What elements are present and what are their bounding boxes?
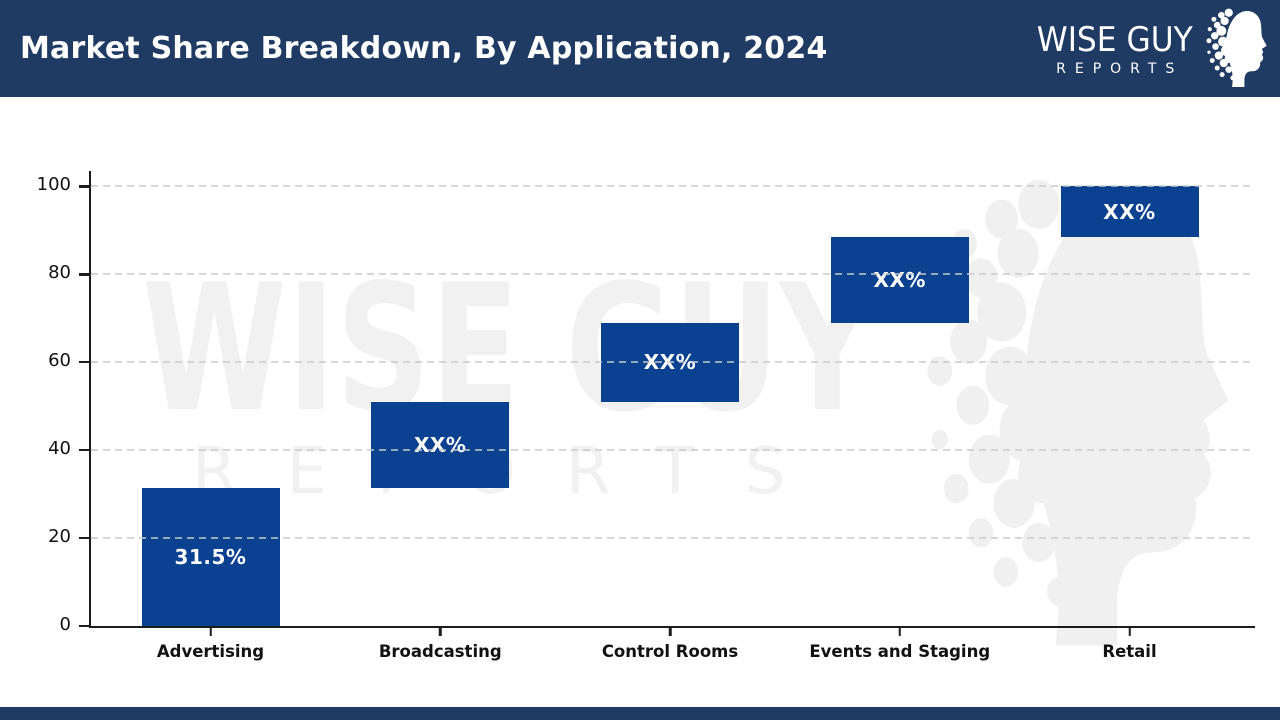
x-axis-tick-broadcasting <box>439 626 442 636</box>
bar-value-label-events-and-staging: XX% <box>873 267 926 292</box>
y-axis-tick-0 <box>79 624 89 628</box>
page-title: Market Share Breakdown, By Application, … <box>20 31 828 66</box>
x-axis-label-events-and-staging: Events and Staging <box>809 642 991 661</box>
gridline-40 <box>91 449 1255 452</box>
bar-value-label-broadcasting: XX% <box>414 432 467 457</box>
plot-area: 0 20 40 60 80 100 31.5% Advertising XX% Broadcast… <box>37 171 1255 661</box>
x-axis-label-control-rooms: Control Rooms <box>601 642 739 661</box>
x-axis-tick-advertising <box>209 626 212 636</box>
gridline-80 <box>91 273 1255 276</box>
bar-value-label-retail: XX% <box>1103 199 1156 224</box>
footer-bar <box>0 707 1280 720</box>
x-axis-tick-retail <box>1128 626 1131 636</box>
gridline-60 <box>91 361 1255 364</box>
bar-events-and-staging: XX% <box>830 236 969 323</box>
x-axis-label-retail: Retail <box>1102 642 1157 661</box>
y-axis-label-40: 40 <box>48 438 71 460</box>
brand-tagline: REPORTS <box>1056 61 1184 77</box>
x-axis-tick-control-rooms <box>668 626 672 636</box>
brand-head-icon <box>1204 7 1270 91</box>
gridline-100 <box>91 185 1255 188</box>
bar-retail: XX% <box>1060 186 1199 237</box>
y-axis-label-0: 0 <box>59 614 71 635</box>
brand-logo: WISE GUY REPORTS <box>1030 7 1270 91</box>
y-axis-label-80: 80 <box>48 262 71 284</box>
bar-value-label-advertising: 31.5% <box>174 544 247 569</box>
x-axis-label-advertising: Advertising <box>156 642 265 661</box>
y-axis-label-60: 60 <box>48 350 71 372</box>
y-axis-label-100: 100 <box>36 174 71 196</box>
y-axis-tick-100 <box>79 185 89 188</box>
header-bar: Market Share Breakdown, By Application, … <box>0 0 1280 97</box>
bar-broadcasting: XX% <box>371 401 510 488</box>
brand-name: WISE GUY <box>1037 20 1194 60</box>
y-axis-tick-20 <box>79 536 89 540</box>
gridline-20 <box>91 537 1255 540</box>
bar-advertising: 31.5% <box>141 487 280 626</box>
y-axis-tick-40 <box>79 448 89 452</box>
y-axis-label-20: 20 <box>48 526 71 548</box>
brand-logo-text: WISE GUY REPORTS <box>1030 20 1200 77</box>
x-axis-label-broadcasting: Broadcasting <box>378 642 502 661</box>
y-axis-tick-80 <box>79 273 89 276</box>
y-axis-tick-60 <box>79 360 89 364</box>
x-axis-tick-events-and-staging <box>898 626 901 636</box>
